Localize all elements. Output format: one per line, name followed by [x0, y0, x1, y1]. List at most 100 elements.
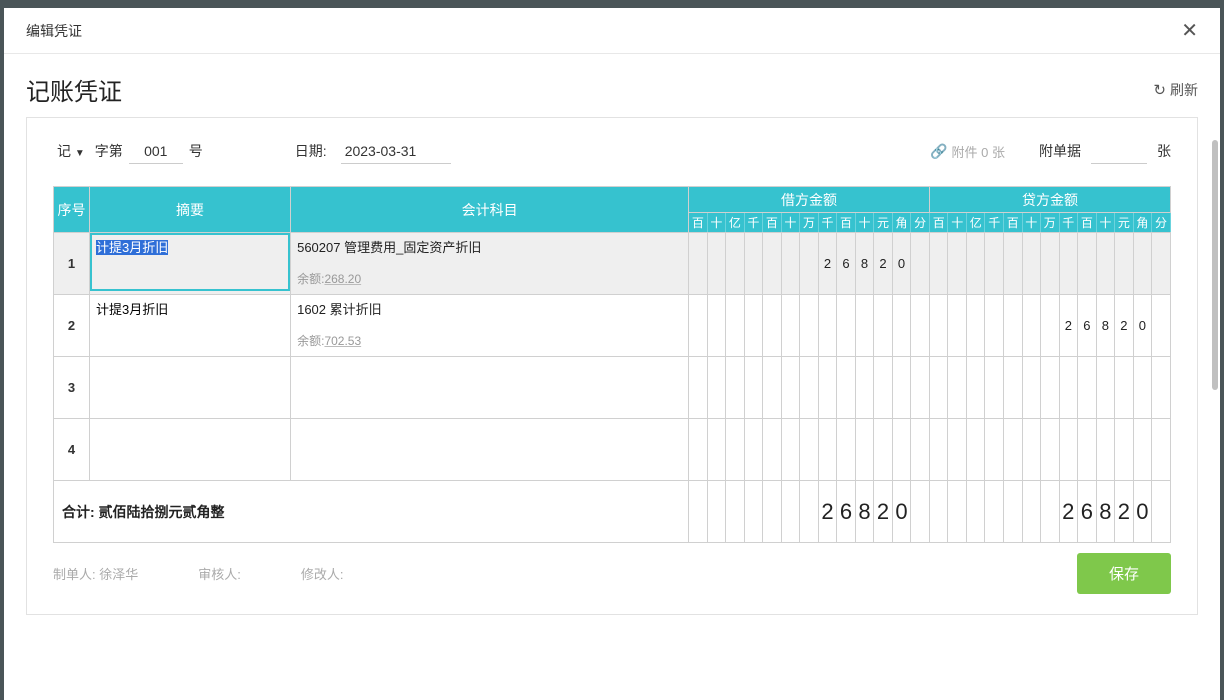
- digit-cell[interactable]: [800, 233, 819, 295]
- voucher-type-select[interactable]: 记 ▼: [53, 139, 89, 163]
- digit-cell[interactable]: [1022, 481, 1041, 543]
- digit-cell[interactable]: [1152, 233, 1171, 295]
- digit-cell[interactable]: [800, 419, 819, 481]
- summary-cell[interactable]: [89, 357, 290, 419]
- digit-cell[interactable]: [892, 295, 911, 357]
- digit-cell[interactable]: [744, 357, 763, 419]
- digit-cell[interactable]: 2: [1059, 295, 1078, 357]
- digit-cell[interactable]: 2: [1115, 481, 1134, 543]
- digit-cell[interactable]: 2: [874, 233, 893, 295]
- digit-cell[interactable]: [781, 481, 800, 543]
- digit-cell[interactable]: [1152, 357, 1171, 419]
- digit-cell[interactable]: [985, 419, 1004, 481]
- voucher-number-input[interactable]: [129, 138, 183, 164]
- digit-cell[interactable]: [707, 357, 726, 419]
- digit-cell[interactable]: [1115, 357, 1134, 419]
- digit-cell[interactable]: [781, 295, 800, 357]
- digit-cell[interactable]: [1059, 357, 1078, 419]
- digit-cell[interactable]: [689, 481, 708, 543]
- digit-cell[interactable]: 0: [1133, 481, 1152, 543]
- attachment-link[interactable]: 🔗 附件 0 张: [930, 142, 1005, 161]
- digit-cell[interactable]: [874, 295, 893, 357]
- digit-cell[interactable]: [855, 419, 874, 481]
- digit-cell[interactable]: [763, 357, 782, 419]
- digit-cell[interactable]: [707, 481, 726, 543]
- digit-cell[interactable]: [929, 233, 948, 295]
- digit-cell[interactable]: [874, 419, 893, 481]
- digit-cell[interactable]: [1022, 357, 1041, 419]
- digit-cell[interactable]: 6: [1078, 481, 1097, 543]
- digit-cell[interactable]: 6: [1078, 295, 1097, 357]
- digit-cell[interactable]: [929, 295, 948, 357]
- scrollbar-thumb[interactable]: [1212, 140, 1218, 390]
- digit-cell[interactable]: [948, 481, 967, 543]
- digit-cell[interactable]: 2: [818, 233, 837, 295]
- digit-cell[interactable]: 0: [1133, 295, 1152, 357]
- digit-cell[interactable]: 8: [855, 233, 874, 295]
- digit-cell[interactable]: [744, 295, 763, 357]
- digit-cell[interactable]: 6: [837, 233, 856, 295]
- digit-cell[interactable]: [763, 481, 782, 543]
- digit-cell[interactable]: [800, 357, 819, 419]
- digit-cell[interactable]: 8: [855, 481, 874, 543]
- digit-cell[interactable]: [726, 295, 745, 357]
- digit-cell[interactable]: 6: [837, 481, 856, 543]
- refresh-button[interactable]: ↻ 刷新: [1153, 80, 1198, 100]
- digit-cell[interactable]: [818, 357, 837, 419]
- digit-cell[interactable]: [1133, 357, 1152, 419]
- digit-cell[interactable]: [948, 295, 967, 357]
- digit-cell[interactable]: [1152, 295, 1171, 357]
- digit-cell[interactable]: [1004, 419, 1023, 481]
- digit-cell[interactable]: [744, 419, 763, 481]
- digit-cell[interactable]: [966, 357, 985, 419]
- summary-cell[interactable]: [89, 419, 290, 481]
- digit-cell[interactable]: [707, 419, 726, 481]
- digit-cell[interactable]: [911, 295, 930, 357]
- digit-cell[interactable]: [966, 419, 985, 481]
- digit-cell[interactable]: [1022, 233, 1041, 295]
- digit-cell[interactable]: [874, 357, 893, 419]
- digit-cell[interactable]: 2: [1115, 295, 1134, 357]
- digit-cell[interactable]: [966, 233, 985, 295]
- digit-cell[interactable]: [1096, 419, 1115, 481]
- digit-cell[interactable]: 8: [1096, 481, 1115, 543]
- digit-cell[interactable]: [1152, 481, 1171, 543]
- digit-cell[interactable]: [744, 481, 763, 543]
- digit-cell[interactable]: 8: [1096, 295, 1115, 357]
- digit-cell[interactable]: [1133, 419, 1152, 481]
- close-icon[interactable]: ✕: [1181, 21, 1198, 41]
- digit-cell[interactable]: [929, 357, 948, 419]
- digit-cell[interactable]: [1041, 295, 1060, 357]
- digit-cell[interactable]: [911, 481, 930, 543]
- digit-cell[interactable]: [911, 357, 930, 419]
- digit-cell[interactable]: [837, 357, 856, 419]
- digit-cell[interactable]: [707, 233, 726, 295]
- digit-cell[interactable]: [985, 357, 1004, 419]
- digit-cell[interactable]: [837, 419, 856, 481]
- digit-cell[interactable]: [726, 419, 745, 481]
- digit-cell[interactable]: 2: [874, 481, 893, 543]
- digit-cell[interactable]: [800, 481, 819, 543]
- digit-cell[interactable]: [726, 357, 745, 419]
- digit-cell[interactable]: [781, 357, 800, 419]
- subject-cell[interactable]: [291, 419, 689, 481]
- digit-cell[interactable]: [1078, 357, 1097, 419]
- digit-cell[interactable]: [837, 295, 856, 357]
- date-input[interactable]: [341, 138, 451, 164]
- digit-cell[interactable]: [1004, 481, 1023, 543]
- digit-cell[interactable]: [985, 295, 1004, 357]
- digit-cell[interactable]: [763, 419, 782, 481]
- digit-cell[interactable]: [1022, 419, 1041, 481]
- summary-cell[interactable]: 计提3月折旧: [89, 295, 290, 357]
- digit-cell[interactable]: [1004, 233, 1023, 295]
- digit-cell[interactable]: [781, 419, 800, 481]
- digit-cell[interactable]: 2: [1059, 481, 1078, 543]
- digit-cell[interactable]: [1096, 233, 1115, 295]
- digit-cell[interactable]: [892, 419, 911, 481]
- subject-cell[interactable]: 560207 管理费用_固定资产折旧余额:268.20: [291, 233, 689, 295]
- summary-cell[interactable]: 计提3月折旧: [89, 233, 290, 295]
- digit-cell[interactable]: [1004, 295, 1023, 357]
- digit-cell[interactable]: [818, 295, 837, 357]
- digit-cell[interactable]: [726, 233, 745, 295]
- digit-cell[interactable]: [948, 357, 967, 419]
